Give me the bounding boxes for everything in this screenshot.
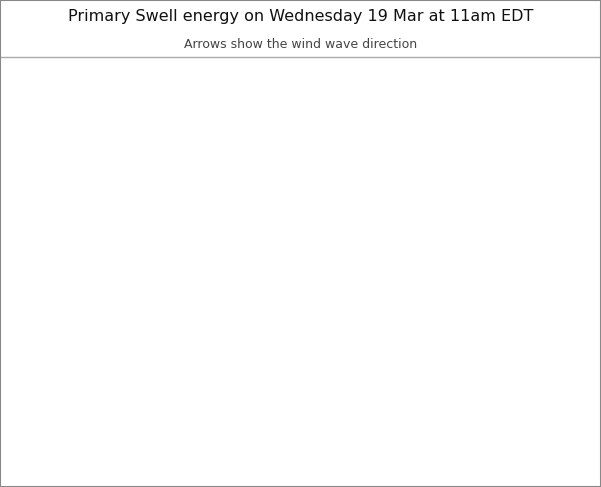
Text: cartopy not available: cartopy not available <box>227 265 374 279</box>
Text: Arrows show the wind wave direction: Arrows show the wind wave direction <box>184 38 417 51</box>
Text: Primary Swell energy on Wednesday 19 Mar at 11am EDT: Primary Swell energy on Wednesday 19 Mar… <box>68 9 533 23</box>
